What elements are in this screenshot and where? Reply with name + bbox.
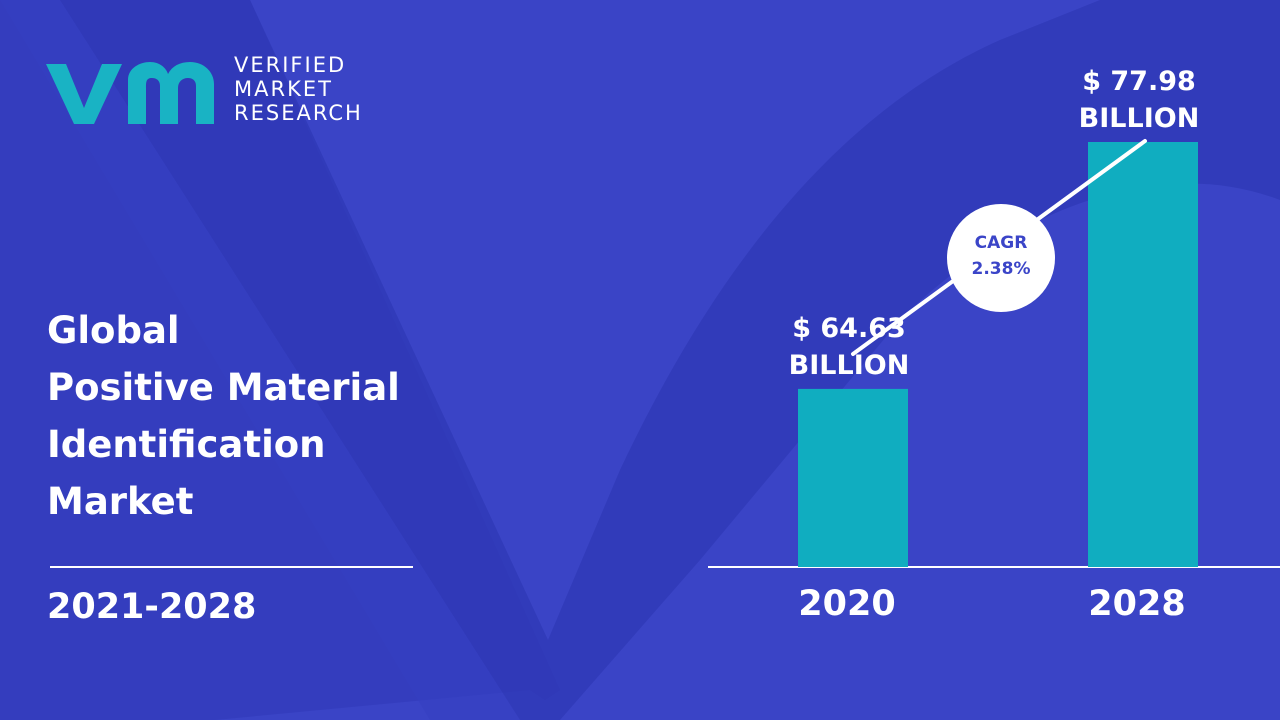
logo-line-verified: VERIFIED — [234, 53, 347, 77]
cagr-value: 2.38% — [972, 259, 1031, 279]
title-line-2: Positive Material — [47, 366, 400, 409]
title-line-4: Market — [47, 480, 194, 523]
page-title: Global Positive Material Identification … — [47, 302, 400, 530]
title-divider — [50, 566, 413, 568]
forecast-period: 2021-2028 — [47, 587, 257, 627]
title-line-3: Identification — [47, 423, 326, 466]
value-label-2028-2: BILLION — [1079, 103, 1200, 134]
logo-line-research: RESEARCH — [234, 101, 363, 125]
logo: VERIFIED MARKET RESEARCH — [44, 50, 363, 128]
value-label-2028-1: $ 77.98 — [1082, 66, 1196, 97]
logo-line-market: MARKET — [234, 77, 333, 101]
logo-text: VERIFIED MARKET RESEARCH — [234, 53, 363, 125]
cagr-label: CAGR — [975, 233, 1028, 253]
value-label-2020-2: BILLION — [789, 350, 910, 381]
cagr-badge — [947, 204, 1055, 312]
vmr-logo-icon — [46, 62, 214, 124]
x-tick-label-2020: 2020 — [798, 584, 895, 624]
bar-2028 — [1088, 142, 1198, 567]
title-line-1: Global — [47, 309, 180, 352]
x-tick-label-2028: 2028 — [1088, 584, 1185, 624]
bar-2020 — [798, 388, 908, 567]
